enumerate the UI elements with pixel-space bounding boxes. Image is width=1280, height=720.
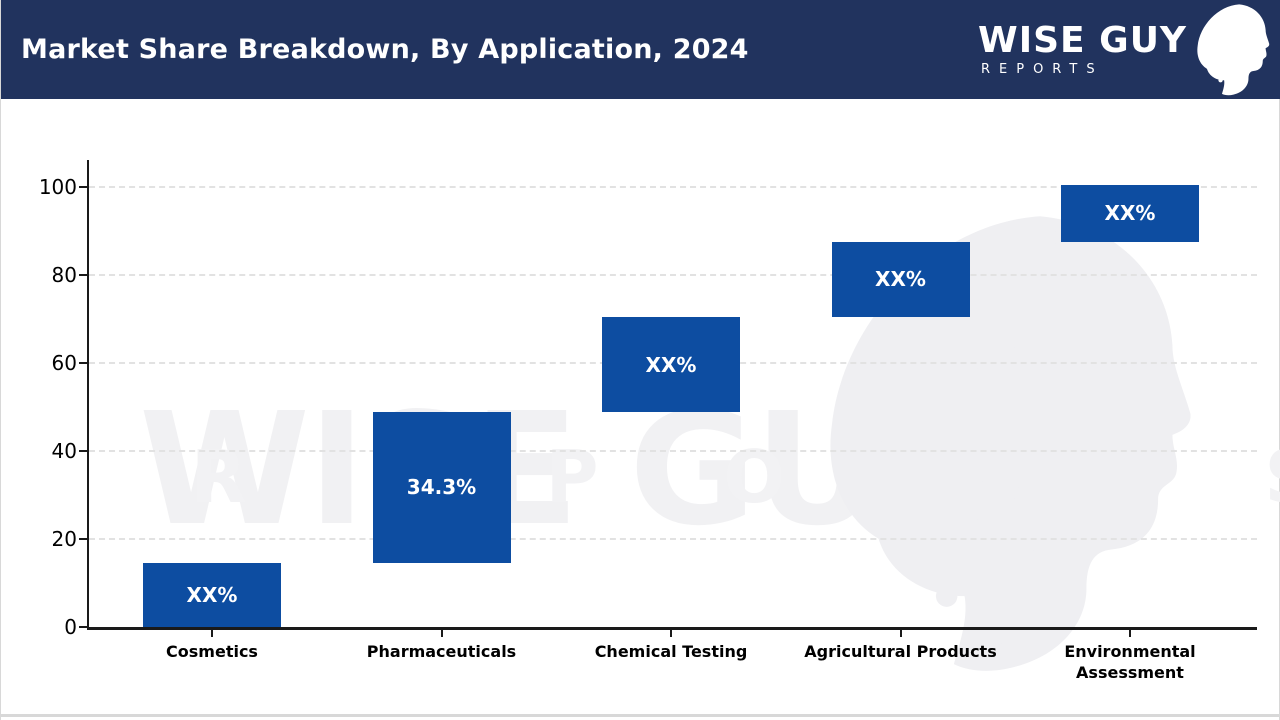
y-tick-100 (79, 186, 87, 188)
bar-value-label: XX% (875, 267, 926, 292)
x-tick-4 (1129, 630, 1131, 637)
y-tick-60 (79, 362, 87, 364)
x-tick-1 (440, 630, 443, 637)
y-tick-label-80: 80 (51, 263, 77, 287)
y-tick-80 (79, 274, 87, 276)
wiseguy-logo: WISE GUY REPORTS (978, 3, 1275, 96)
y-tick-label-40: 40 (51, 439, 77, 463)
x-category-label: Chemical Testing (594, 642, 748, 661)
bottom-divider (1, 714, 1280, 717)
x-axis-spine (87, 627, 1257, 630)
gridline-40 (89, 450, 1257, 452)
bar-environmental-assessment: XX% (1061, 184, 1199, 242)
x-category-label: Agricultural Products (804, 642, 997, 661)
bar-value-label: XX% (645, 352, 697, 377)
x-category-label: Cosmetics (166, 642, 258, 661)
bar-chemical-testing: XX% (602, 317, 740, 412)
y-tick-20 (79, 538, 87, 540)
y-tick-40 (79, 450, 87, 452)
bar-pharmaceuticals: 34.3% (372, 411, 511, 563)
y-tick-0 (79, 626, 87, 628)
x-tick-3 (899, 630, 902, 637)
page-title: Market Share Breakdown, By Application, … (21, 34, 749, 65)
gridline-80 (89, 274, 1257, 276)
logo-wordmark: WISE GUY (977, 19, 1187, 61)
y-tick-label-0: 0 (64, 615, 77, 639)
y-tick-label-20: 20 (51, 527, 77, 551)
y-tick-label-100: 100 (38, 175, 77, 199)
gridline-20 (89, 538, 1257, 540)
bar-value-label: XX% (1104, 201, 1156, 226)
bar-cosmetics: XX% (143, 562, 281, 627)
x-tick-0 (211, 630, 213, 637)
x-category-label: Pharmaceuticals (366, 642, 517, 661)
y-axis-spine (87, 160, 89, 630)
bar-value-label: XX% (186, 582, 238, 607)
wiseguy-logo-text: WISE GUY REPORTS (977, 19, 1187, 77)
bar-value-label: 34.3% (406, 475, 477, 500)
x-tick-2 (670, 630, 672, 637)
x-category-label: Environmental Assessment (1064, 642, 1196, 682)
header-bar: Market Share Breakdown, By Application, … (1, 0, 1280, 99)
bar-agricultural-products: XX% (831, 241, 970, 318)
y-tick-label-60: 60 (51, 351, 77, 375)
gridline-100 (89, 186, 1257, 188)
logo-subtitle: REPORTS (980, 61, 1104, 77)
